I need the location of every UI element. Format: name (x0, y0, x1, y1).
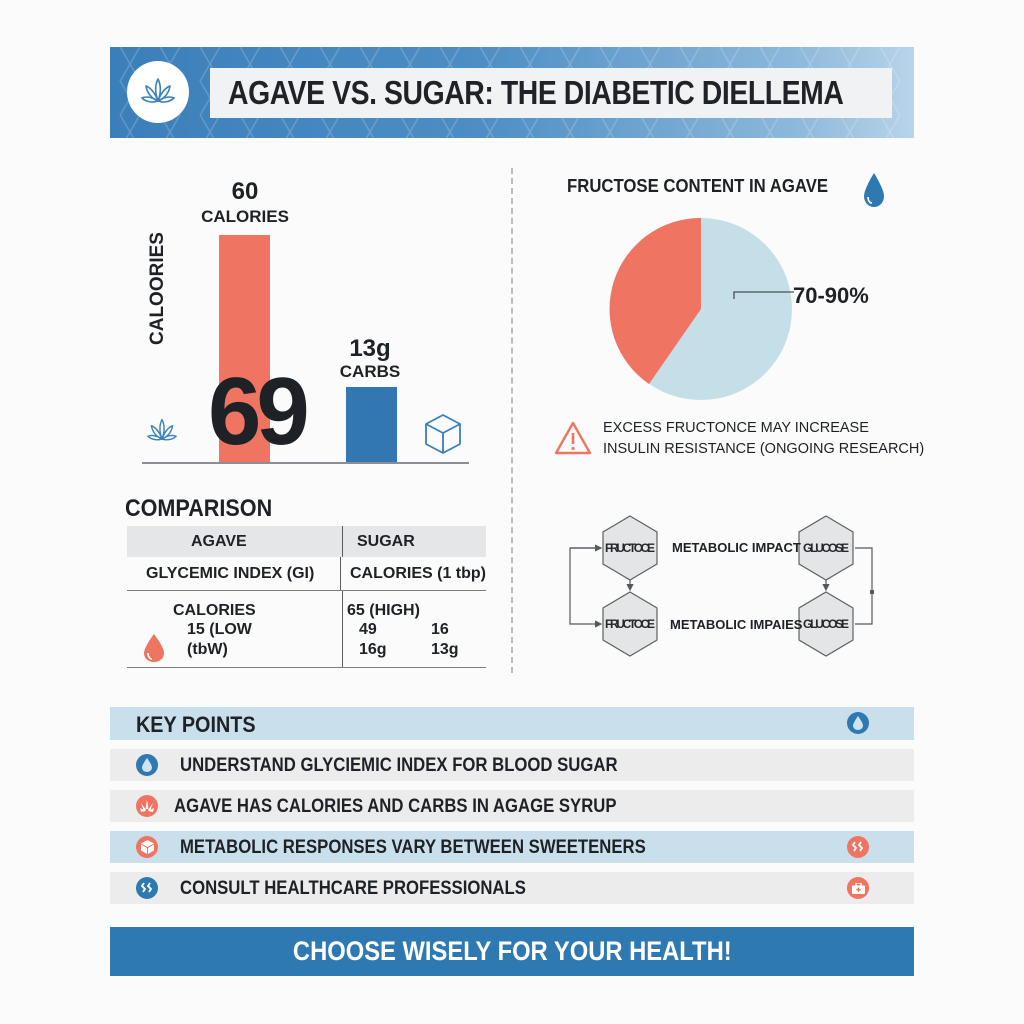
blood-drop-icon (144, 634, 164, 662)
header-cell-sugar: SUGAR (343, 526, 486, 557)
sugar-cube-icon (425, 414, 461, 454)
key-point-item: CONSULT HEALTHCARE PROFESSIONALS (110, 872, 914, 904)
hex-label: GLUCOSE (803, 541, 849, 555)
comparison-title: COMPARISON (125, 495, 273, 522)
cell-text: CALORIES (173, 602, 256, 619)
cell-text: GLYCEMIC INDEX (GI) (146, 564, 315, 582)
overlay-number: 69 (208, 358, 310, 465)
zigzag-icon (136, 877, 158, 899)
table-cell: CALORIES 15 (LOW (tbW) (127, 591, 343, 667)
key-point-text: METABOLIC RESPONSES VARY BETWEEN SWEETEN… (180, 837, 646, 858)
bar2-value: 13g (349, 335, 391, 362)
pie-leader-line (733, 291, 794, 299)
key-point-text: UNDERSTAND GLYCIEMIC INDEX FOR BLOOD SUG… (180, 755, 618, 776)
medical-kit-icon (847, 877, 869, 899)
sugar-cube-icon (136, 836, 158, 858)
cell-text: 16g (359, 641, 387, 658)
table-row: GLYCEMIC INDEX (GI) CALORIES (1 tbp) (127, 557, 486, 591)
metabolic-flow-diagram: FRUCTOCE FRUCTOCE GLUCOSE GLUCOSE (569, 515, 874, 657)
cell-text: 15 (LOW (187, 621, 252, 638)
key-points-header: KEY POINTS (110, 707, 914, 740)
key-points-title: KEY POINTS (136, 712, 256, 737)
hex-glucose-bottom (798, 591, 854, 657)
table-header-row: AGAVE SUGAR (127, 526, 486, 557)
table-cell: CALORIES (1 tbp) (341, 557, 486, 590)
table-cell: 65 (HIGH) 49 16 16g 13g (343, 591, 486, 667)
bar1-label: CALORIES (201, 207, 289, 226)
agave-plant-icon (136, 795, 158, 817)
bar-sugar-carbs (346, 387, 397, 463)
cell-text: 13g (431, 641, 459, 658)
warning-line-2: INSULIN RESISTANCE (ONGOING RESEARCH) (603, 441, 925, 457)
pie-slice-other (609, 217, 701, 384)
footer-text: CHOOSE WISELY FOR YOUR HEALTH! (292, 936, 732, 966)
water-drop-icon (847, 712, 869, 734)
section-divider (511, 168, 513, 673)
key-point-item: METABOLIC RESPONSES VARY BETWEEN SWEETEN… (110, 831, 914, 863)
bar-chart-ylabel: CALOORIES (147, 232, 168, 345)
warning-line-1: EXCESS FRUCTONCE MAY INCREASE (603, 420, 869, 436)
pie-value-label: 70-90% (793, 283, 869, 308)
cell-text: 49 (359, 621, 377, 638)
key-point-text: CONSULT HEALTHCARE PROFESSIONALS (180, 878, 526, 899)
flow-label-top: METABOLIC IMPACT (672, 540, 801, 555)
cell-text: (tbW) (187, 641, 228, 658)
pie-title: FRUCTOSE CONTENT IN AGAVE (567, 176, 829, 196)
agave-plant-icon (141, 78, 175, 103)
bar-agave-calories (219, 235, 270, 463)
comparison-table: AGAVE SUGAR GLYCEMIC INDEX (GI) CALORIES… (127, 526, 486, 668)
footer-banner: CHOOSE WISELY FOR YOUR HEALTH! (110, 927, 914, 976)
water-drop-icon (864, 173, 884, 207)
bar1-value: 60 (231, 178, 259, 205)
cell-text: 16 (431, 621, 449, 638)
title-plate: AGAVE VS. SUGAR: THE DIABETIC DIELLEMA (210, 68, 892, 118)
key-point-text: AGAVE HAS CALORIES AND CARBS IN AGAGE SY… (174, 796, 617, 817)
key-point-item: UNDERSTAND GLYCIEMIC INDEX FOR BLOOD SUG… (110, 749, 914, 781)
logo-badge (127, 61, 189, 123)
key-point-item: AGAVE HAS CALORIES AND CARBS IN AGAGE SY… (110, 790, 914, 822)
header-sugar-label: SUGAR (357, 532, 415, 550)
hex-label: FRUCTOCE (605, 617, 655, 631)
page-title: AGAVE VS. SUGAR: THE DIABETIC DIELLEMA (228, 74, 844, 111)
hex-label: FRUCTOCE (605, 541, 655, 555)
bar2-label: CARBS (339, 362, 401, 381)
header-banner: AGAVE VS. SUGAR: THE DIABETIC DIELLEMA (110, 47, 914, 138)
cell-text: 65 (HIGH) (347, 602, 420, 619)
table-row: CALORIES 15 (LOW (tbW) 65 (HIGH) 49 16 1… (127, 591, 486, 668)
header-agave-label: AGAVE (191, 532, 247, 550)
water-drop-icon (136, 754, 158, 776)
bar-chart-axis (142, 462, 469, 464)
zigzag-icon (847, 836, 869, 858)
agave-plant-icon (147, 418, 177, 441)
fructose-pie-chart (609, 217, 794, 400)
cell-text: CALORIES (1 tbp) (350, 564, 486, 582)
hex-label: GLUCOSE (803, 617, 849, 631)
warning-icon (554, 421, 592, 455)
hex-fructose-bottom (602, 591, 658, 657)
header-cell-agave: AGAVE (127, 526, 343, 557)
table-cell: GLYCEMIC INDEX (GI) (127, 557, 341, 590)
flow-label-bottom: METABOLIC IMPAIES (670, 617, 803, 632)
